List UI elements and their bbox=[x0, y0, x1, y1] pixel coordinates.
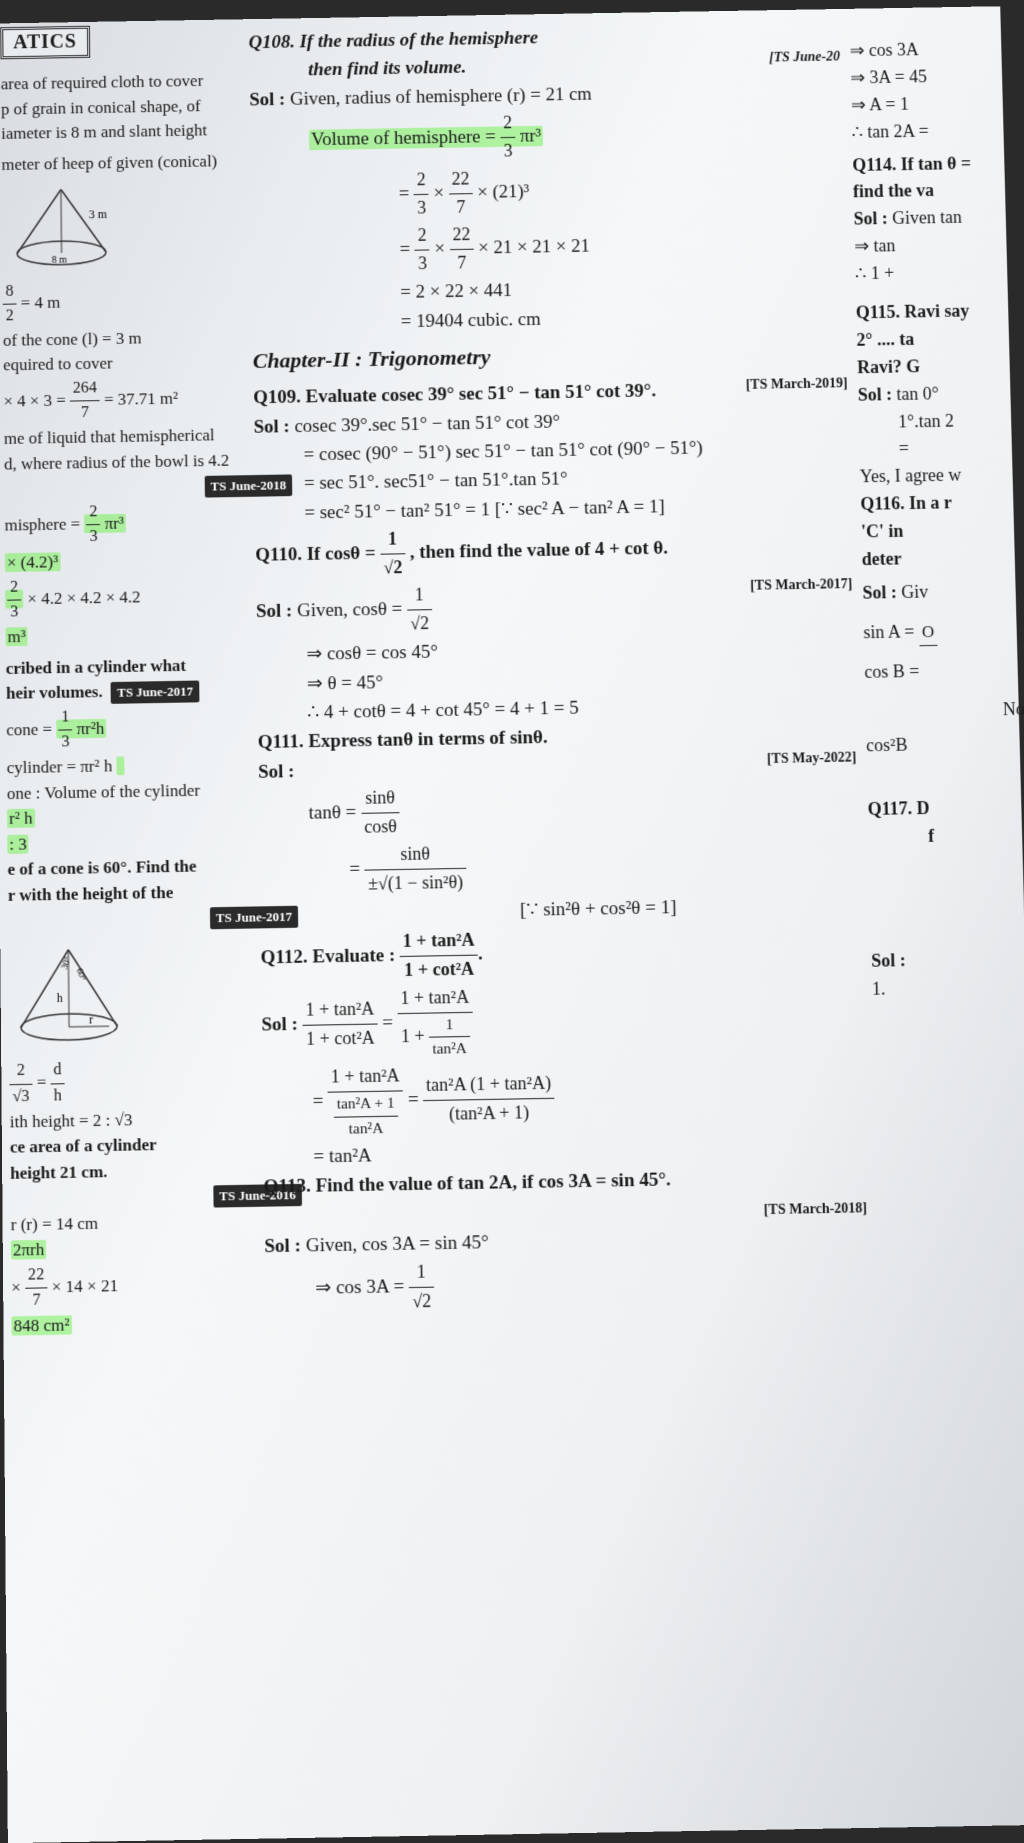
cone-diagram: 3 m 8 m bbox=[2, 179, 121, 269]
text: Yes, I agree w bbox=[859, 461, 1018, 491]
equation: 2πrh bbox=[11, 1240, 47, 1260]
solution: Sol : 1 + tan²A1 + cot²A = 1 + tan²A1 + … bbox=[261, 977, 863, 1065]
svg-text:h: h bbox=[57, 991, 63, 1005]
equation: × 4 × 3 = 2647 = 37.71 m² bbox=[3, 373, 291, 427]
equation: tanθ = sinθcosθ bbox=[258, 777, 858, 844]
text: Sol : bbox=[871, 945, 1024, 976]
equation: = 23 × 227 × (21)³ bbox=[250, 160, 843, 226]
text: ⇒ cos 3A bbox=[849, 35, 1007, 65]
text: ⇒ tan bbox=[854, 231, 1013, 261]
question: Q116. In a r bbox=[860, 489, 1020, 519]
equation: 23 × 4.2 × 4.2 × 4.2 bbox=[5, 571, 294, 625]
text: cos B = bbox=[864, 657, 1024, 687]
text: = bbox=[859, 434, 1018, 464]
text: No bbox=[865, 696, 1024, 726]
question: Q115. Ravi say bbox=[856, 297, 1015, 327]
text: meter of heep of given (conical) bbox=[1, 147, 287, 177]
text: ∴ tan 2A = bbox=[851, 116, 1009, 146]
question: Q114. If tan θ = bbox=[852, 149, 1011, 179]
svg-text:60°: 60° bbox=[75, 967, 89, 983]
text: ⇒ 3A = 45 bbox=[850, 62, 1008, 92]
svg-text:r: r bbox=[89, 1012, 93, 1026]
cone-diagram-2: h r 30° 60° bbox=[8, 936, 129, 1048]
equation: : 3 bbox=[7, 834, 29, 853]
svg-text:8 m: 8 m bbox=[52, 255, 67, 266]
header-badge: ATICS bbox=[0, 26, 90, 60]
text: 848 cm² bbox=[11, 1316, 71, 1336]
equation: × (4.2)³ bbox=[5, 553, 60, 573]
equation: misphere = 23 πr³ bbox=[4, 497, 293, 551]
equation: 82 = 4 m bbox=[2, 275, 289, 328]
equation: Volume of hemisphere = 23 πr³ bbox=[250, 104, 843, 170]
text: heir volumes. bbox=[6, 683, 103, 704]
text: m³ bbox=[5, 627, 27, 646]
equation: sin A = O bbox=[863, 617, 1023, 648]
text: find the va bbox=[853, 176, 1012, 206]
text: Ravi? G bbox=[857, 352, 1016, 382]
equation: = sinθ±√(1 − sin²θ) bbox=[259, 833, 859, 900]
equation: × 227 × 14 × 21 bbox=[11, 1258, 303, 1313]
middle-column: Q108. If the radius of the hemisphere th… bbox=[248, 19, 869, 1320]
text: ⇒ A = 1 bbox=[851, 89, 1009, 119]
exam-tag: TS June-2017 bbox=[111, 681, 199, 704]
text: 'C' in bbox=[861, 516, 1021, 546]
svg-text:3 m: 3 m bbox=[89, 207, 108, 221]
text: ∴ 1 + bbox=[855, 258, 1014, 288]
question: Q117. D bbox=[867, 793, 1024, 824]
question: Q110. If cosθ = 1√2 , then find the valu… bbox=[255, 518, 852, 585]
text: cos²B bbox=[866, 730, 1024, 760]
svg-text:30°: 30° bbox=[59, 955, 73, 971]
chapter-heading: Chapter-II : Trigonometry bbox=[253, 334, 848, 378]
equation: r² h bbox=[7, 809, 35, 828]
text: 2° .... ta bbox=[856, 324, 1015, 354]
equation: cone = 13 πr²h bbox=[6, 702, 296, 756]
text: deter bbox=[861, 544, 1021, 574]
text: 1°.tan 2 bbox=[858, 406, 1017, 436]
solution: Sol : Given, cosθ = 1√2 [TS March-2017] bbox=[256, 574, 854, 641]
text: f bbox=[868, 821, 1024, 852]
equation: 2√3 = dh bbox=[9, 1054, 300, 1109]
equation: = 23 × 227 × 21 × 21 × 21 bbox=[251, 215, 845, 281]
equation: = 1 + tan²Atan²A + 1tan²A = tan²A (1 + t… bbox=[262, 1054, 865, 1143]
question: Q112. Evaluate : 1 + tan²A1 + cot²A. bbox=[260, 920, 861, 987]
textbook-page: ATICS area of required cloth to cover p … bbox=[0, 6, 1024, 1843]
text: 1. bbox=[872, 973, 1024, 1004]
equation: ⇒ cos 3A = 1√2 bbox=[265, 1251, 870, 1319]
right-column: ⇒ cos 3A ⇒ 3A = 45 ⇒ A = 1 ∴ tan 2A = Q1… bbox=[849, 35, 1024, 1003]
